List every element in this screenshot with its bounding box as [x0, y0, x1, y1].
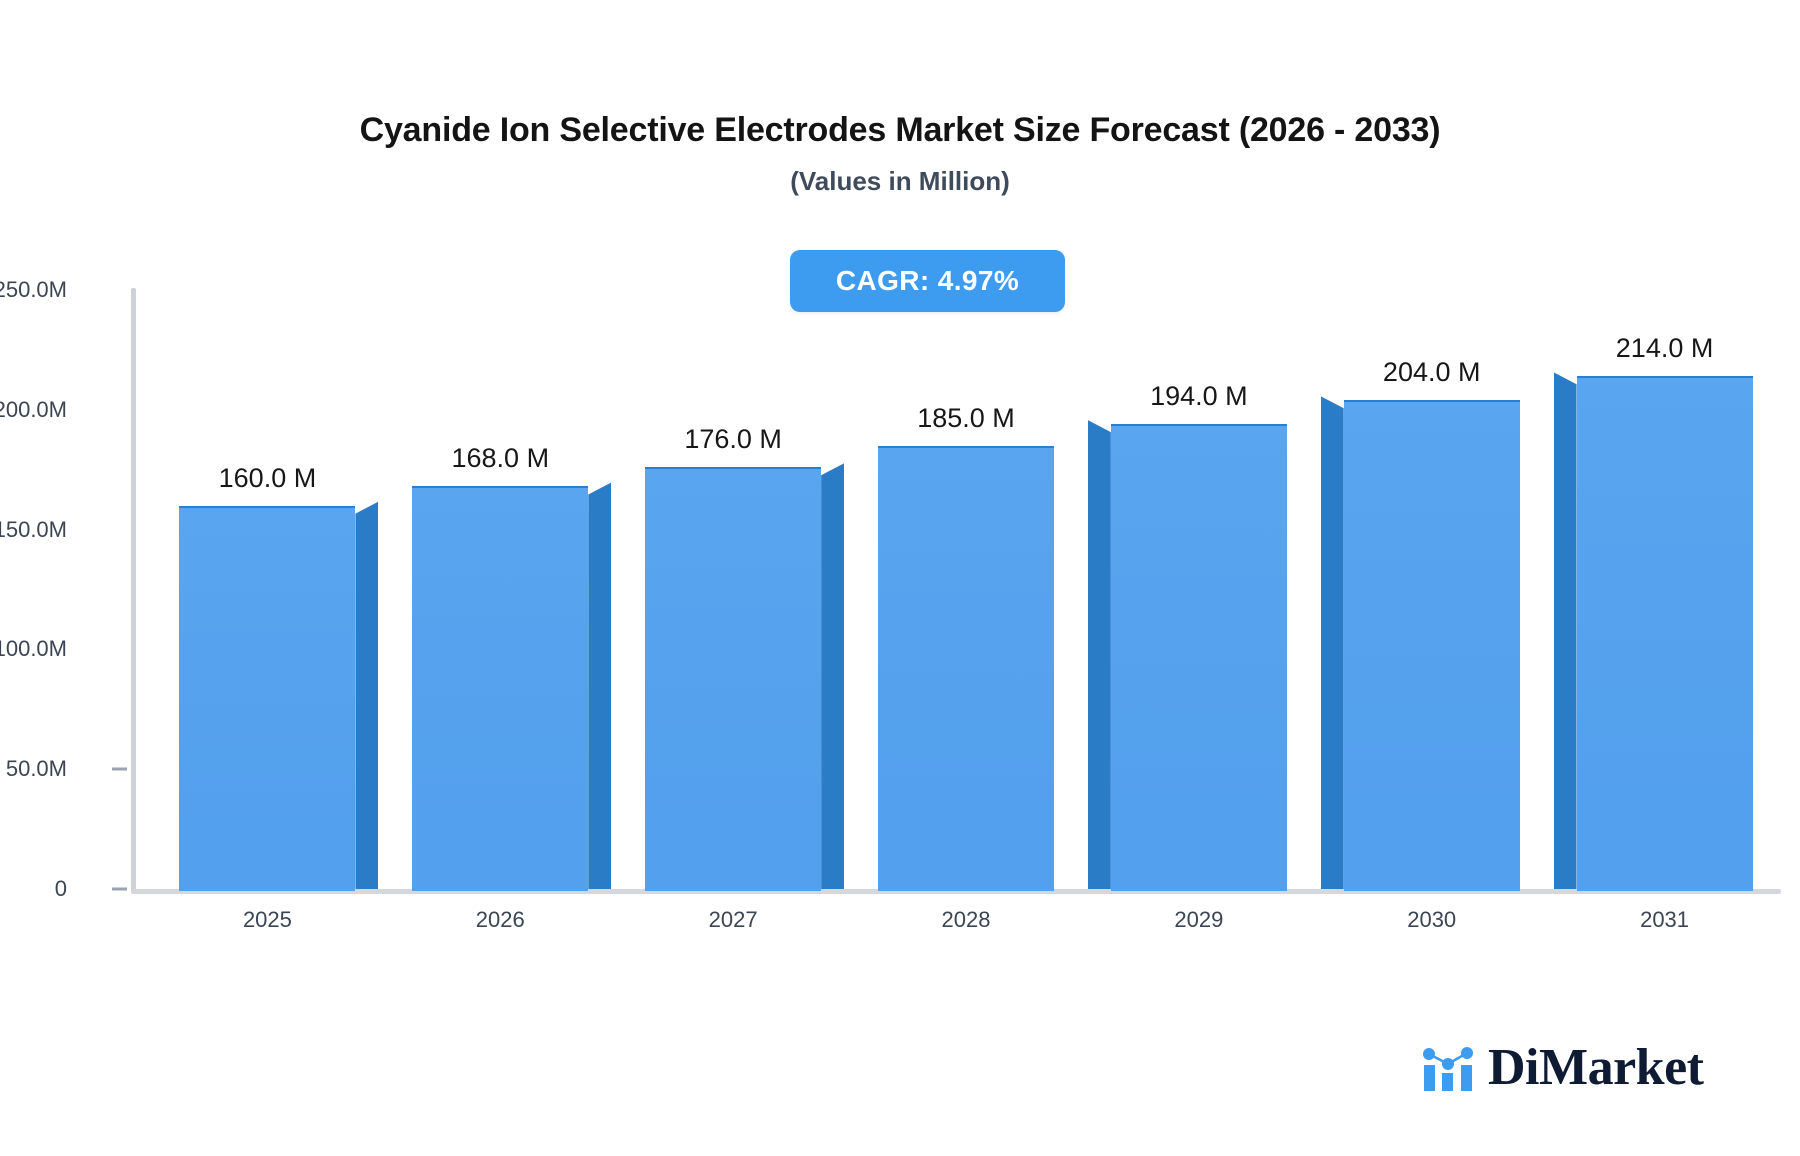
x-tick-label-2031: 2031	[1640, 907, 1690, 932]
x-tick-label-2030: 2030	[1407, 907, 1457, 932]
y-tick-label: 50.0M	[5, 756, 67, 782]
y-tick-label: 200.0M	[0, 396, 67, 422]
bar-front-face[interactable]	[412, 486, 589, 891]
bar-side-face	[588, 482, 612, 889]
y-tick-mark	[112, 767, 127, 771]
dimarket-logo-text: DiMarket	[1488, 1039, 1704, 1096]
bar-side-face	[1087, 420, 1111, 889]
bar-side-face	[821, 463, 845, 889]
bar-value-label: 204.0 M	[1382, 357, 1481, 388]
x-tick-label-2028: 2028	[941, 907, 991, 932]
bar-front-face[interactable]	[1576, 376, 1753, 891]
y-tick-label: 0	[54, 876, 67, 901]
y-tick-label: 250.0M	[0, 277, 67, 302]
chart-title: Cyanide Ion Selective Electrodes Market …	[359, 111, 1441, 149]
cagr-badge: CAGR: 4.97%	[790, 250, 1065, 312]
y-tick-mark	[112, 887, 127, 891]
y-axis-line	[131, 288, 136, 891]
bar-front-face[interactable]	[179, 505, 356, 891]
bar-value-label: 160.0 M	[218, 462, 317, 493]
bar-side-face	[1553, 372, 1577, 889]
x-tick-label-2027: 2027	[708, 907, 758, 932]
bar-side-face	[1320, 396, 1344, 889]
bar-value-label: 214.0 M	[1615, 333, 1714, 364]
bar-value-label: 168.0 M	[451, 443, 550, 474]
x-tick-label-2026: 2026	[475, 907, 525, 932]
chart-subtitle: (Values in Million)	[790, 166, 1010, 196]
bar-front-face[interactable]	[1343, 400, 1520, 891]
y-tick-label: 150.0M	[0, 516, 67, 542]
bar-side-face	[355, 501, 379, 889]
bar-front-face[interactable]	[645, 467, 822, 891]
bar-value-label: 176.0 M	[684, 424, 782, 455]
bar-front-face[interactable]	[1110, 424, 1287, 891]
dimarket-logo: DiMarket	[1420, 1039, 1704, 1096]
x-axis-line	[131, 889, 1781, 894]
x-tick-label-2025: 2025	[242, 907, 292, 932]
y-tick-label: 100.0M	[0, 636, 67, 662]
bar-value-label: 194.0 M	[1150, 381, 1248, 412]
bar-chart-dots-icon	[1423, 1047, 1473, 1091]
bar-value-label: 185.0 M	[917, 402, 1015, 433]
x-tick-label-2029: 2029	[1174, 907, 1224, 932]
bar-front-face[interactable]	[878, 445, 1054, 891]
cagr-badge-label: CAGR: 4.97%	[835, 265, 1020, 296]
